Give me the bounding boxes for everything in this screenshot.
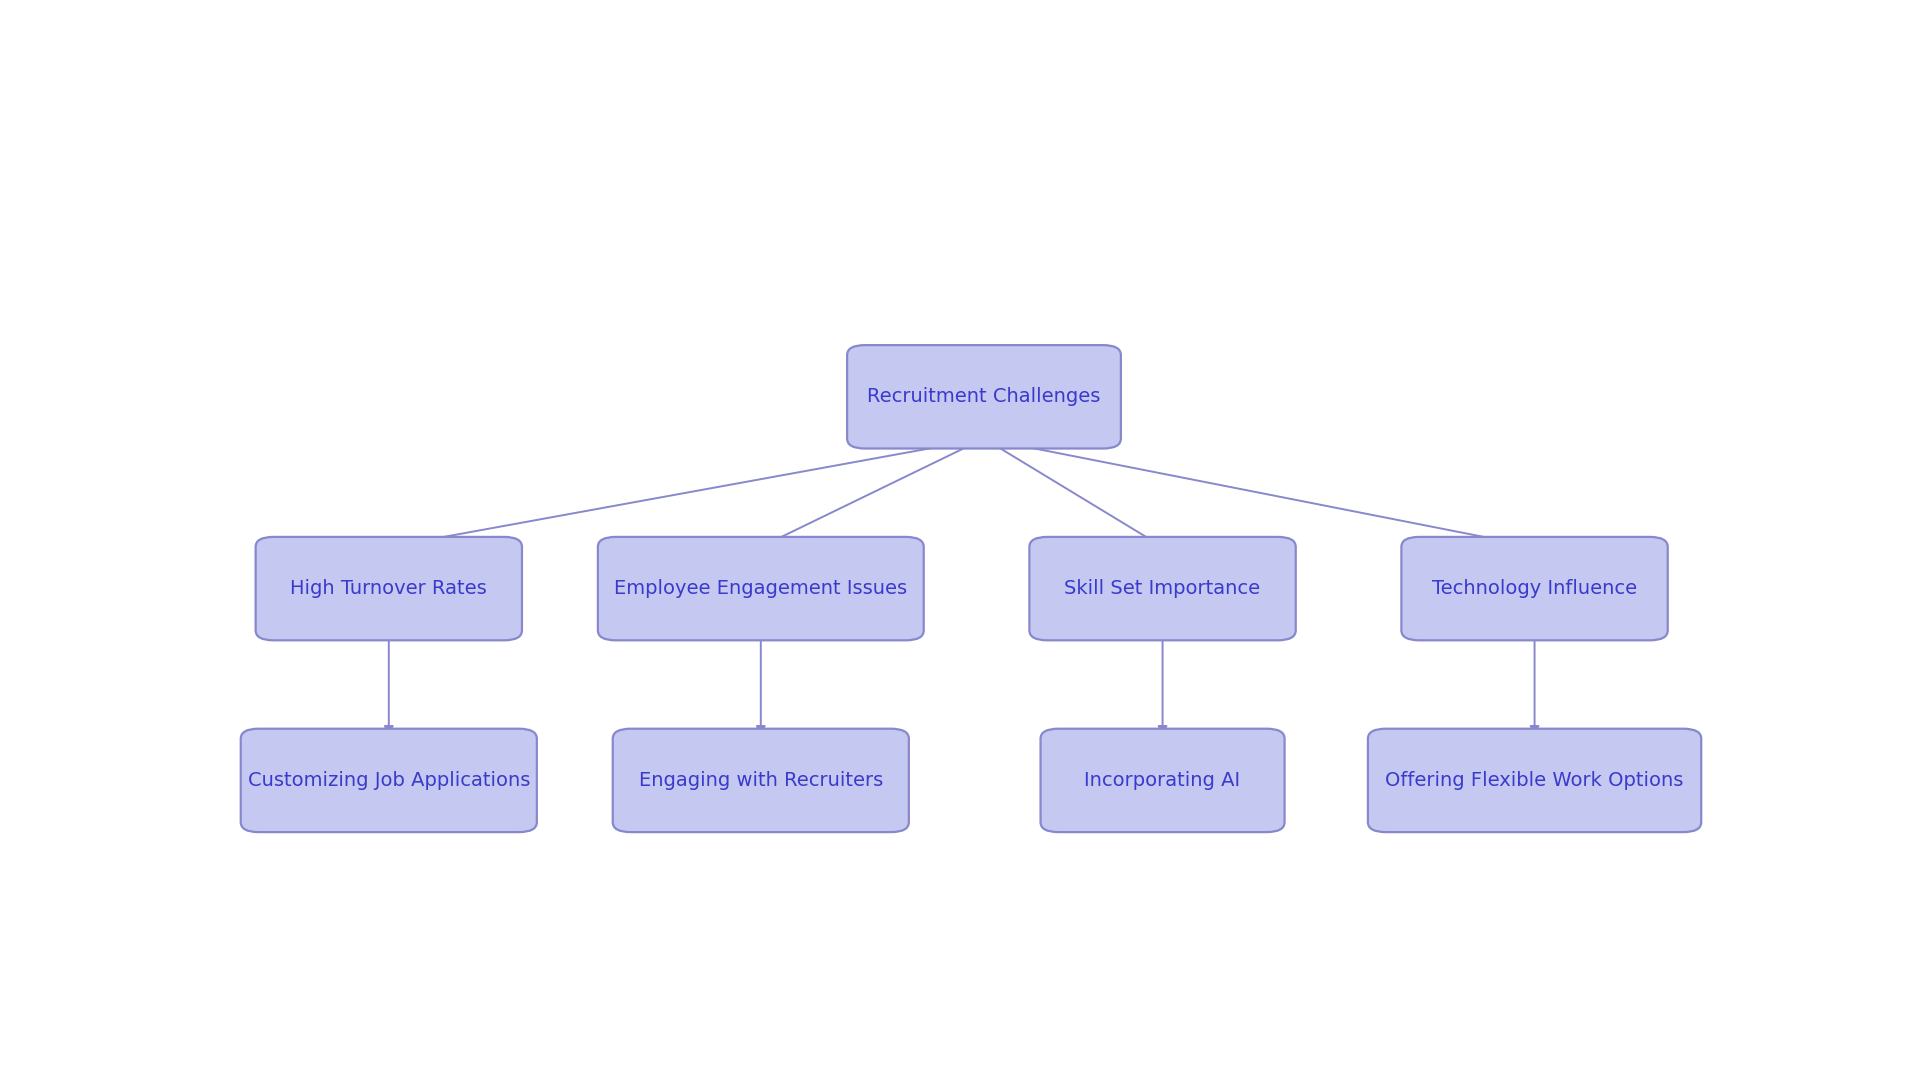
FancyBboxPatch shape xyxy=(612,729,908,832)
FancyBboxPatch shape xyxy=(1029,537,1296,640)
Text: High Turnover Rates: High Turnover Rates xyxy=(290,579,488,598)
Text: Customizing Job Applications: Customizing Job Applications xyxy=(248,771,530,790)
FancyBboxPatch shape xyxy=(847,345,1121,448)
FancyBboxPatch shape xyxy=(255,537,522,640)
Text: Engaging with Recruiters: Engaging with Recruiters xyxy=(639,771,883,790)
Text: Incorporating AI: Incorporating AI xyxy=(1085,771,1240,790)
FancyBboxPatch shape xyxy=(1041,729,1284,832)
Text: Employee Engagement Issues: Employee Engagement Issues xyxy=(614,579,908,598)
Text: Offering Flexible Work Options: Offering Flexible Work Options xyxy=(1386,771,1684,790)
Text: Skill Set Importance: Skill Set Importance xyxy=(1064,579,1261,598)
FancyBboxPatch shape xyxy=(597,537,924,640)
FancyBboxPatch shape xyxy=(1402,537,1668,640)
Text: Technology Influence: Technology Influence xyxy=(1432,579,1638,598)
FancyBboxPatch shape xyxy=(240,729,538,832)
Text: Recruitment Challenges: Recruitment Challenges xyxy=(868,388,1100,406)
FancyBboxPatch shape xyxy=(1367,729,1701,832)
